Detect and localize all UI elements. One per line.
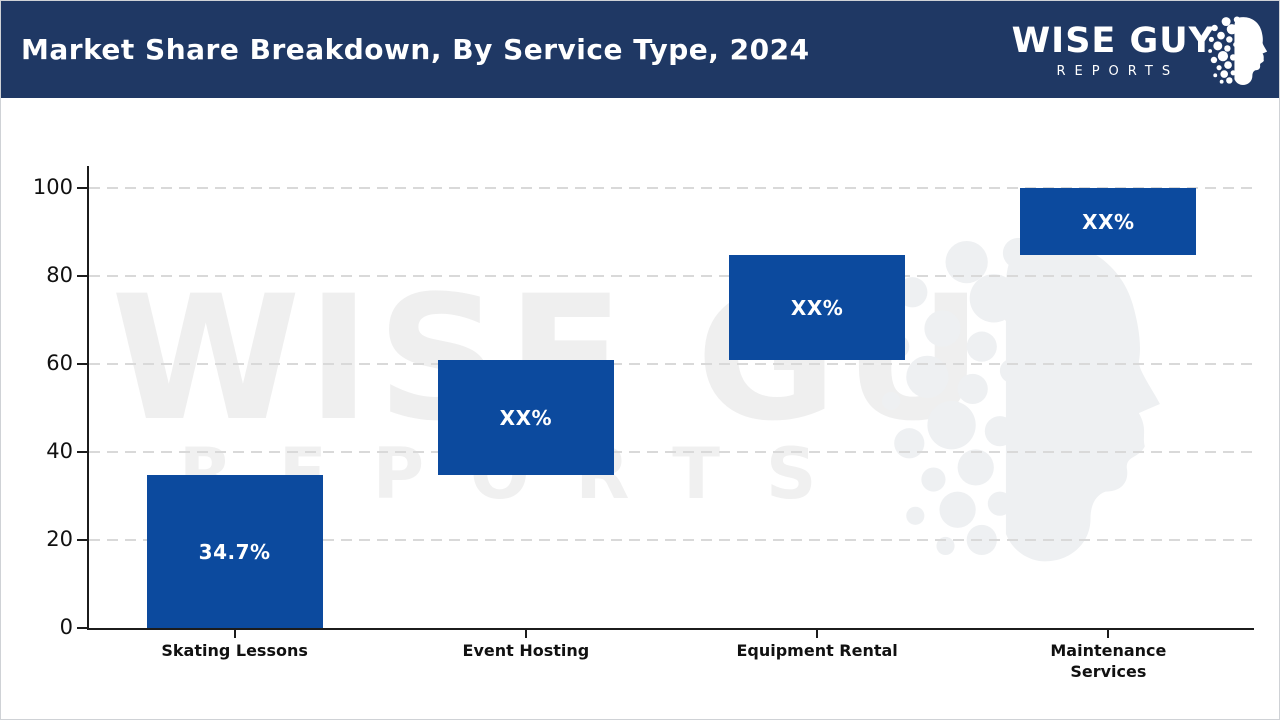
x-category-label: Maintenance Services (988, 640, 1228, 682)
y-tick-label: 60 (46, 351, 73, 375)
brand-logo: WISE GUY REPORTS (1012, 5, 1269, 97)
bar-equipment-rental: XX% (729, 255, 906, 361)
bar-value-label: XX% (1082, 209, 1135, 234)
x-category-label: Equipment Rental (697, 640, 937, 661)
x-category-label-line: Skating Lessons (161, 641, 308, 660)
y-tick-mark (77, 451, 87, 453)
watermark-head-icon (867, 225, 1169, 577)
y-tick-label: 20 (46, 527, 73, 551)
x-category-label: Event Hosting (406, 640, 646, 661)
x-tick-mark (816, 630, 819, 638)
x-tick-mark (1107, 630, 1110, 638)
bar-value-label: 34.7% (198, 539, 271, 564)
x-tick-mark (233, 630, 236, 638)
y-tick-label: 0 (59, 615, 73, 639)
y-gridline (89, 187, 1254, 189)
y-tick-mark (77, 187, 87, 189)
y-gridline (89, 275, 1254, 277)
y-tick-label: 80 (46, 263, 73, 287)
bar-event-hosting: XX% (437, 360, 614, 476)
x-category-label: Skating Lessons (115, 640, 355, 661)
x-axis-line (87, 628, 1254, 630)
bar-value-label: XX% (499, 405, 553, 430)
page-title: Market Share Breakdown, By Service Type,… (21, 33, 810, 66)
y-tick-mark (77, 275, 87, 277)
bar-value-label: XX% (790, 295, 844, 320)
y-tick-label: 100 (32, 175, 73, 199)
header-banner: Market Share Breakdown, By Service Type,… (1, 1, 1279, 98)
y-tick-mark (77, 363, 87, 365)
brand-subtitle: REPORTS (1056, 63, 1180, 79)
y-tick-mark (77, 539, 87, 541)
brand-name: WISE GUY (1011, 20, 1215, 61)
y-gridline (89, 451, 1254, 453)
x-category-label-line: Services (1070, 662, 1147, 681)
bar-maintenance-services: XX% (1020, 188, 1197, 256)
y-gridline (89, 363, 1254, 365)
y-gridline (89, 539, 1254, 541)
x-category-label-line: Equipment Rental (736, 641, 898, 660)
y-tick-label: 40 (46, 439, 73, 463)
x-tick-mark (524, 630, 527, 638)
y-tick-mark (77, 627, 87, 629)
y-axis-line (87, 166, 89, 630)
brand-logo-text: WISE GUY REPORTS (1011, 20, 1215, 79)
x-category-label-line: Event Hosting (462, 641, 590, 660)
x-category-label-line: Maintenance (1050, 641, 1167, 660)
bar-skating-lessons: 34.7% (146, 475, 323, 628)
